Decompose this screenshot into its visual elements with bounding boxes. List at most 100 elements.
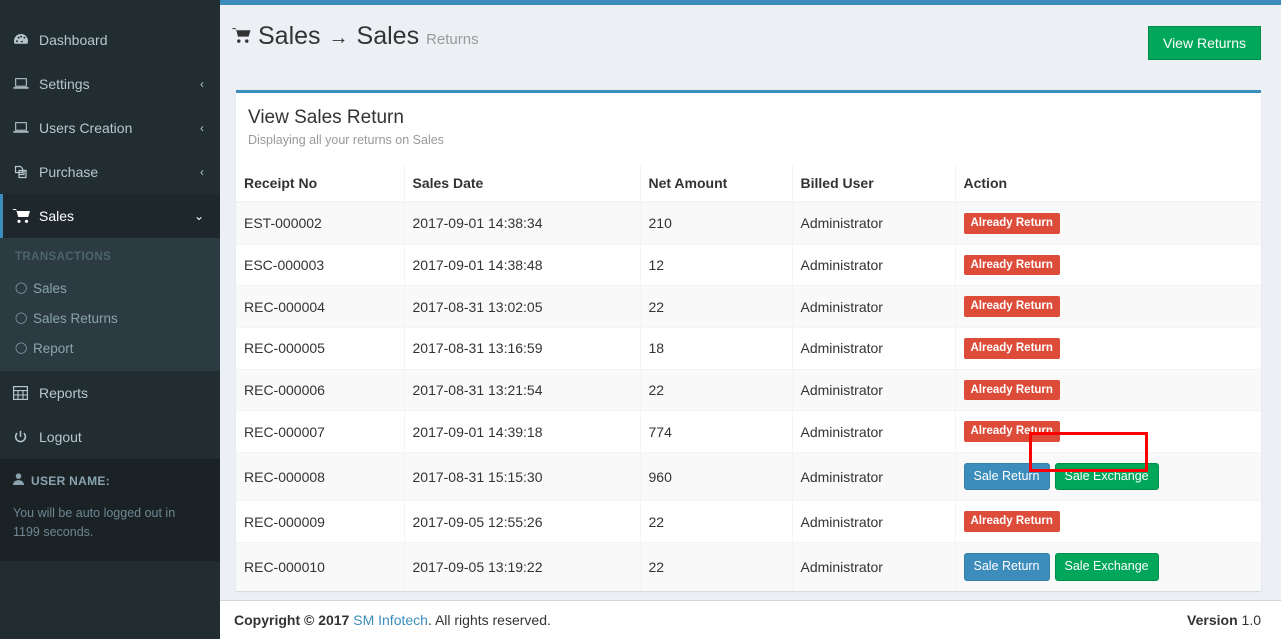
cell-net-amount: 22 bbox=[640, 368, 793, 411]
already-return-badge: Already Return bbox=[963, 254, 1060, 276]
cell-net-amount: 960 bbox=[640, 451, 793, 501]
page-title-small: Returns bbox=[426, 31, 479, 48]
table-row: REC-000004 2017-08-31 13:02:05 22 Administr… bbox=[236, 285, 1261, 328]
table-header-row: Receipt No Sales Date Net Amount Billed … bbox=[236, 165, 1261, 203]
footer-copyright-suffix: . All rights reserved. bbox=[427, 612, 551, 629]
cell-net-amount: 774 bbox=[640, 410, 793, 453]
card-subtitle: Displaying all your returns on Sales bbox=[248, 133, 444, 147]
sales-returns-table: Receipt No Sales Date Net Amount Billed … bbox=[236, 165, 1261, 591]
cell-billed-user: Administrator bbox=[792, 368, 956, 411]
sidebar-item-users-creation[interactable]: Users Creation ‹ bbox=[0, 106, 220, 150]
cell-billed-user: Administrator bbox=[792, 201, 956, 245]
sidebar-top-spacer bbox=[0, 0, 220, 18]
footer-copyright: Copyright © 2017 SM Infotech. All rights… bbox=[234, 612, 551, 628]
circle-o-icon: ◯ bbox=[15, 311, 28, 324]
chevron-left-icon: ‹ bbox=[200, 121, 204, 135]
user-name-row: USER NAME: bbox=[13, 473, 205, 488]
sale-exchange-button[interactable]: Sale Exchange bbox=[1054, 553, 1159, 581]
page-title-secondary: Sales bbox=[356, 22, 420, 50]
cell-billed-user: Administrator bbox=[792, 326, 956, 370]
cell-net-amount: 22 bbox=[640, 542, 793, 591]
footer-version-label: Version bbox=[1187, 612, 1238, 629]
footer: Copyright © 2017 SM Infotech. All rights… bbox=[220, 600, 1281, 639]
sidebar-subitem-label: Sales bbox=[33, 280, 67, 296]
sale-return-button[interactable]: Sale Return bbox=[963, 553, 1050, 581]
table-row: REC-000005 2017-08-31 13:16:59 18 Administr… bbox=[236, 326, 1261, 370]
table-row: REC-000007 2017-09-01 14:39:18 774 Administ… bbox=[236, 410, 1261, 453]
top-accent-stripe bbox=[220, 0, 1281, 5]
cell-net-amount: 22 bbox=[640, 285, 793, 328]
sale-exchange-button[interactable]: Sale Exchange bbox=[1054, 462, 1159, 491]
cell-sales-date: 2017-09-05 12:55:26 bbox=[404, 500, 641, 543]
column-header-action[interactable]: Action bbox=[955, 165, 1261, 203]
sidebar-submenu-sales: TRANSACTIONS ◯ Sales ◯ Sales Returns ◯ R… bbox=[0, 238, 220, 371]
files-icon bbox=[13, 164, 39, 180]
cell-action: Already Return bbox=[955, 243, 1261, 286]
shopping-cart-icon bbox=[232, 22, 252, 51]
already-return-badge: Already Return bbox=[963, 296, 1060, 317]
cell-action: Already Return bbox=[955, 368, 1261, 411]
sidebar-subitem-label: Report bbox=[33, 340, 74, 356]
cell-net-amount: 12 bbox=[640, 243, 793, 286]
cell-net-amount: 210 bbox=[640, 201, 793, 245]
table-row: ESC-000003 2017-09-01 14:38:48 12 Administr… bbox=[236, 243, 1261, 286]
sidebar-item-label: Reports bbox=[39, 385, 89, 401]
sidebar-item-label: Dashboard bbox=[39, 32, 108, 48]
card-header: View Sales Return Displaying all your re… bbox=[236, 93, 1261, 155]
auto-logout-text: You will be auto logged out in 1199 seco… bbox=[13, 506, 176, 540]
sidebar-item-settings[interactable]: Settings ‹ bbox=[0, 62, 220, 106]
cell-receipt-no: EST-000002 bbox=[236, 201, 405, 245]
sidebar-item-purchase[interactable]: Purchase ‹ bbox=[0, 150, 220, 194]
footer-brand-link[interactable]: SM Infotech bbox=[353, 612, 428, 629]
user-icon bbox=[13, 473, 31, 488]
submenu-header-transactions: TRANSACTIONS bbox=[15, 251, 112, 263]
cell-action: Already Return bbox=[955, 285, 1261, 328]
cell-billed-user: Administrator bbox=[792, 285, 956, 328]
cell-action: Already Return bbox=[955, 326, 1261, 370]
already-return-badge: Already Return bbox=[963, 511, 1060, 533]
user-panel: USER NAME: You will be auto logged out i… bbox=[0, 459, 220, 561]
sidebar-item-label: Settings bbox=[39, 76, 90, 92]
dashboard-icon bbox=[13, 32, 39, 48]
cell-receipt-no: REC-000005 bbox=[236, 326, 405, 370]
sidebar-subitem-sales[interactable]: ◯ Sales bbox=[0, 273, 220, 303]
sidebar-subitem-report[interactable]: ◯ Report bbox=[0, 333, 220, 363]
sidebar-subitem-sales-returns[interactable]: ◯ Sales Returns bbox=[0, 303, 220, 333]
sidebar-item-dashboard[interactable]: Dashboard bbox=[0, 18, 220, 62]
user-name-label: USER NAME: bbox=[31, 473, 111, 488]
cell-sales-date: 2017-09-05 13:19:22 bbox=[404, 542, 641, 591]
cell-action: Sale Return Sale Exchange bbox=[955, 542, 1261, 591]
cell-action: Already Return bbox=[955, 410, 1261, 453]
sidebar: Dashboard Settings ‹ Users Creation ‹ Pu… bbox=[0, 0, 220, 639]
table-row: REC-000009 2017-09-05 12:55:26 22 Administr… bbox=[236, 500, 1261, 543]
column-header-billed-user[interactable]: Billed User bbox=[792, 165, 956, 203]
cell-receipt-no: REC-000010 bbox=[236, 542, 405, 591]
table-row: REC-000006 2017-08-31 13:21:54 22 Administr… bbox=[236, 368, 1261, 411]
column-header-receipt-no[interactable]: Receipt No bbox=[236, 165, 405, 203]
view-sales-return-card: View Sales Return Displaying all your re… bbox=[236, 90, 1261, 591]
sidebar-item-sales[interactable]: Sales ⌄ bbox=[0, 194, 220, 238]
column-header-net-amount[interactable]: Net Amount bbox=[640, 165, 793, 203]
footer-version: Version 1.0 bbox=[1187, 612, 1261, 628]
sale-return-button[interactable]: Sale Return bbox=[963, 462, 1050, 491]
sidebar-item-reports[interactable]: Reports bbox=[0, 371, 220, 415]
circle-o-icon: ◯ bbox=[15, 281, 28, 294]
sidebar-item-logout[interactable]: Logout bbox=[0, 415, 220, 459]
sidebar-item-label: Logout bbox=[39, 429, 82, 445]
cell-sales-date: 2017-09-01 14:38:34 bbox=[404, 201, 641, 245]
table-icon bbox=[13, 386, 39, 400]
page-title: Sales → Sales Returns bbox=[232, 22, 479, 51]
cell-receipt-no: REC-000007 bbox=[236, 410, 405, 453]
sidebar-item-label: Sales bbox=[39, 208, 75, 224]
arrow-right-icon: → bbox=[328, 27, 349, 49]
cell-billed-user: Administrator bbox=[792, 243, 956, 286]
view-returns-button[interactable]: View Returns bbox=[1147, 26, 1261, 60]
cell-billed-user: Administrator bbox=[792, 451, 956, 501]
table-head: Receipt No Sales Date Net Amount Billed … bbox=[236, 165, 1261, 203]
cell-billed-user: Administrator bbox=[792, 410, 956, 453]
cell-billed-user: Administrator bbox=[792, 500, 956, 543]
column-header-sales-date[interactable]: Sales Date bbox=[404, 165, 641, 203]
cell-receipt-no: REC-000004 bbox=[236, 285, 405, 328]
chevron-left-icon: ‹ bbox=[200, 165, 204, 179]
